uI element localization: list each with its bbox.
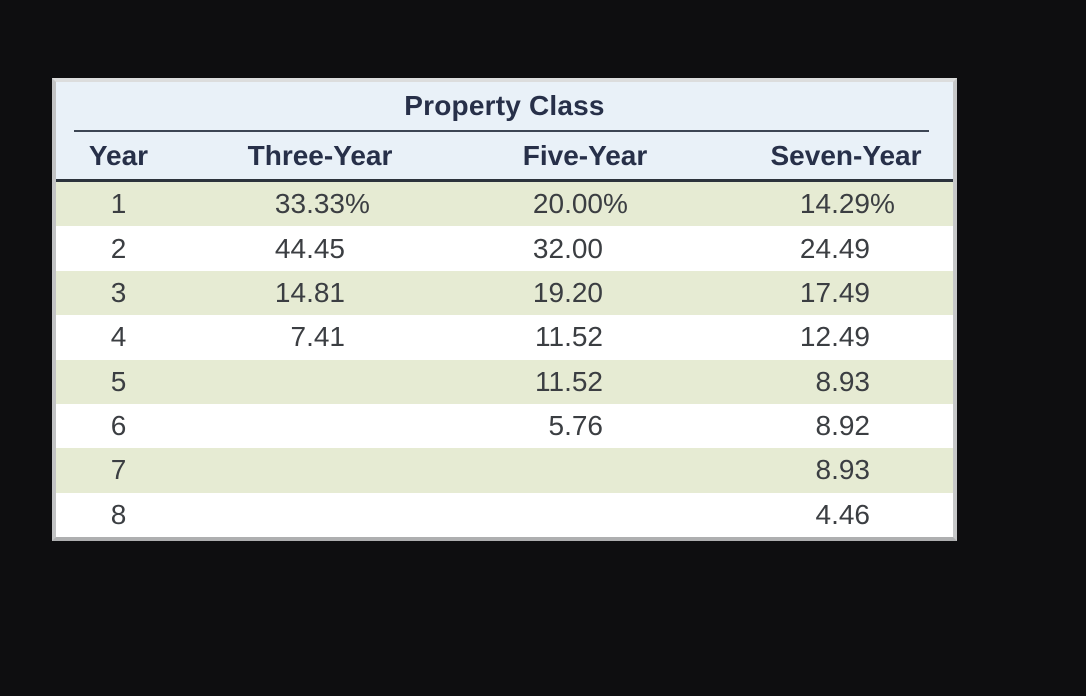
- percent-suffix: [345, 321, 379, 353]
- percent-suffix: [345, 233, 379, 265]
- cell-five-year-value: 5.76: [421, 410, 681, 442]
- cell-year: 5: [110, 365, 127, 397]
- cell-three-year-value: 44.45: [181, 233, 421, 265]
- cell-number: 7.41: [290, 321, 346, 353]
- cell-five-year-value: 19.20: [421, 277, 681, 309]
- column-header-year: Year: [88, 139, 149, 171]
- table-row: 6 5.76 8.92: [56, 403, 953, 449]
- percent-suffix: [870, 454, 904, 486]
- cell-number: 19.20: [532, 276, 603, 308]
- title-rule: [74, 130, 929, 132]
- cell-number: 4.46: [815, 498, 871, 530]
- percent-suffix: [345, 277, 379, 309]
- cell-year: 6: [110, 410, 127, 442]
- table-header: Property Class Year Three-Year Five-Year…: [56, 82, 953, 182]
- column-header-five-year: Five-Year: [522, 139, 648, 171]
- cell-seven-year-value: 8.92: [681, 410, 953, 442]
- cell-number: 20.00: [532, 188, 603, 220]
- table-title: Property Class: [404, 90, 605, 121]
- table-row: 8 4.46: [56, 492, 953, 537]
- percent-suffix: [603, 233, 637, 265]
- percent-suffix: [870, 410, 904, 442]
- cell-number: 32.00: [532, 232, 603, 264]
- cell-three-year-value: 33.33%: [181, 188, 421, 220]
- cell-three-year-value: 14.81: [181, 277, 421, 309]
- cell-year: 7: [110, 454, 127, 486]
- cell-seven-year-value: 4.46: [681, 499, 953, 531]
- cell-number: 12.49: [799, 321, 870, 353]
- cell-five-year-value: 11.52: [421, 321, 681, 353]
- percent-suffix: [603, 277, 637, 309]
- percent-suffix: %: [603, 188, 628, 220]
- cell-year: 3: [110, 276, 127, 308]
- cell-number: 11.52: [535, 321, 603, 353]
- percent-suffix: [870, 366, 904, 398]
- percent-suffix: [870, 499, 904, 531]
- cell-number: 14.29: [799, 188, 870, 220]
- percent-suffix: [870, 321, 904, 353]
- column-header-row: Year Three-Year Five-Year Seven-Year: [56, 132, 953, 182]
- cell-year: 2: [110, 232, 127, 264]
- cell-number: 8.92: [815, 410, 871, 442]
- table-row: 4 7.41 11.52 12.49: [56, 315, 953, 360]
- cell-seven-year-value: 8.93: [681, 454, 953, 486]
- cell-number: 44.45: [274, 232, 345, 264]
- percent-suffix: [603, 321, 637, 353]
- cell-number: 17.49: [799, 276, 870, 308]
- cell-seven-year-value: 17.49: [681, 277, 953, 309]
- percent-suffix: [870, 233, 904, 265]
- cell-number: 5.76: [548, 410, 604, 442]
- percent-suffix: %: [345, 188, 370, 220]
- cell-seven-year-value: 14.29%: [681, 188, 953, 220]
- cell-year: 8: [110, 498, 127, 530]
- table-row: 3 14.81 19.20 17.49: [56, 270, 953, 316]
- cell-seven-year-value: 24.49: [681, 233, 953, 265]
- cell-number: 11.52: [535, 365, 603, 397]
- column-header-three-year: Three-Year: [247, 139, 393, 171]
- percent-suffix: [870, 277, 904, 309]
- percent-suffix: %: [870, 188, 895, 220]
- cell-five-year-value: 11.52: [421, 366, 681, 398]
- cell-year: 1: [110, 188, 127, 220]
- cell-number: 8.93: [815, 365, 871, 397]
- column-header-seven-year: Seven-Year: [770, 139, 922, 171]
- table-row: 7 8.93: [56, 448, 953, 493]
- cell-seven-year-value: 12.49: [681, 321, 953, 353]
- cell-number: 33.33: [274, 188, 345, 220]
- percent-suffix: [603, 366, 637, 398]
- cell-five-year-value: 32.00: [421, 233, 681, 265]
- table-row: 1 33.33% 20.00% 14.29%: [56, 182, 953, 227]
- cell-number: 14.81: [274, 276, 345, 308]
- table-body: 1 33.33% 20.00% 14.29% 2 44.45 32.00 24.49 3 14.8…: [56, 182, 953, 537]
- table-row: 5 11.52 8.93: [56, 359, 953, 404]
- cell-three-year-value: 7.41: [181, 321, 421, 353]
- cell-year: 4: [110, 321, 127, 353]
- depreciation-table: Property Class Year Three-Year Five-Year…: [52, 78, 957, 541]
- table-row: 2 44.45 32.00 24.49: [56, 226, 953, 271]
- cell-number: 8.93: [815, 454, 871, 486]
- percent-suffix: [603, 410, 637, 442]
- cell-number: 24.49: [799, 232, 870, 264]
- cell-seven-year-value: 8.93: [681, 366, 953, 398]
- cell-five-year-value: 20.00%: [421, 188, 681, 220]
